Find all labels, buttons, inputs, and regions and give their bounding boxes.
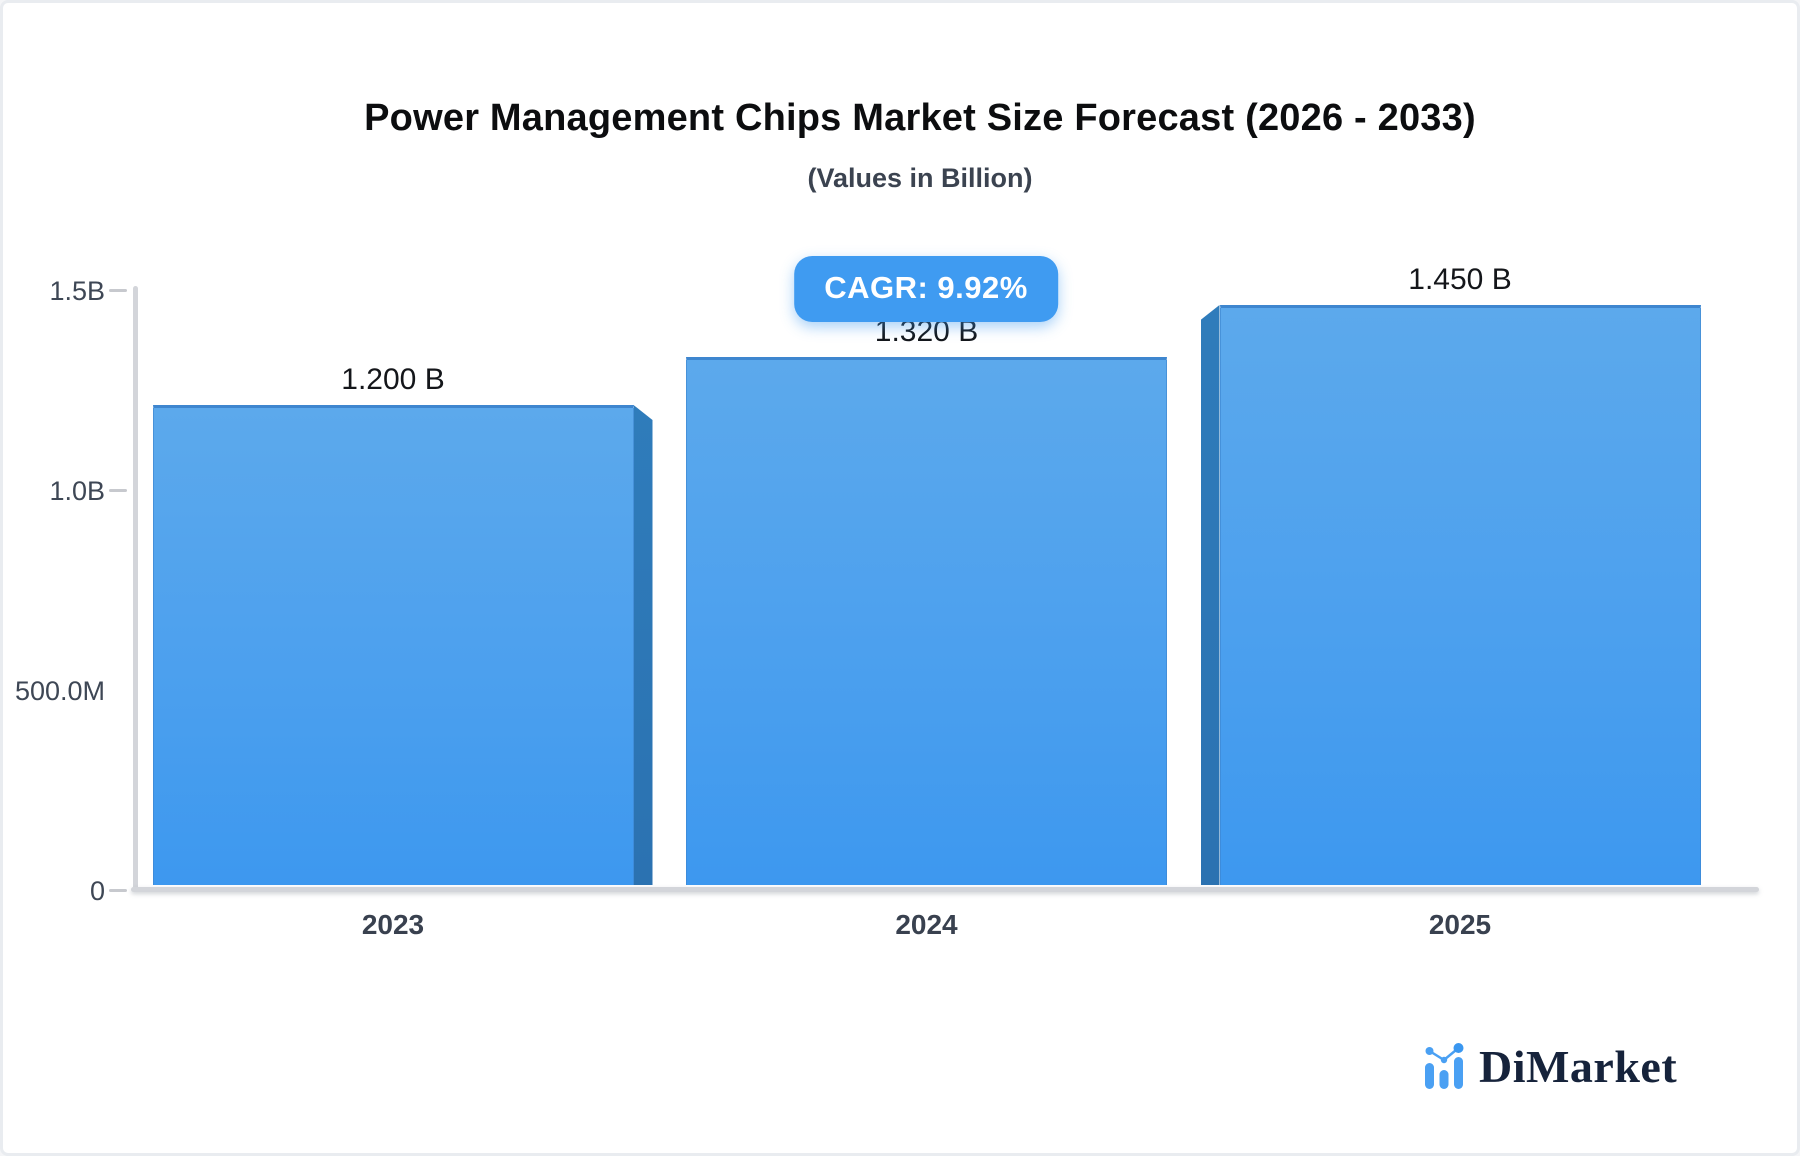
bar-2024[interactable] bbox=[686, 357, 1167, 885]
y-tick-label: 0 bbox=[89, 876, 105, 906]
y-axis-line bbox=[133, 286, 138, 892]
y-tick-dash bbox=[109, 289, 127, 292]
bar-value-label: 1.450 B bbox=[1408, 263, 1512, 296]
brand-logo[interactable]: DiMarket bbox=[1424, 1043, 1677, 1091]
x-axis-label: 2025 bbox=[1428, 909, 1492, 940]
y-tick-label: 1.0B bbox=[49, 476, 105, 506]
bar-value-label: 1.200 B bbox=[341, 363, 445, 396]
x-axis-line bbox=[131, 887, 1759, 892]
brand-logo-text: DiMarket bbox=[1479, 1041, 1678, 1092]
chart-subtitle: (Values in Billion) bbox=[807, 163, 1033, 193]
y-tick-dash bbox=[109, 889, 127, 892]
y-tick-label: 500.0M bbox=[14, 676, 105, 706]
cagr-badge: CAGR: 9.92% bbox=[794, 256, 1058, 322]
bar-2023[interactable] bbox=[152, 405, 634, 885]
bar-side-shading bbox=[1200, 305, 1220, 885]
bar-2025[interactable] bbox=[1219, 305, 1701, 885]
y-tick-dash bbox=[109, 489, 127, 492]
brand-logo-icon bbox=[1424, 1043, 1466, 1091]
chart-title: Power Management Chips Market Size Forec… bbox=[364, 97, 1476, 139]
bar-side-shading bbox=[633, 405, 653, 885]
y-tick-label: 1.5B bbox=[49, 276, 105, 306]
x-axis-label: 2024 bbox=[895, 909, 958, 940]
x-axis-label: 2023 bbox=[361, 909, 425, 940]
